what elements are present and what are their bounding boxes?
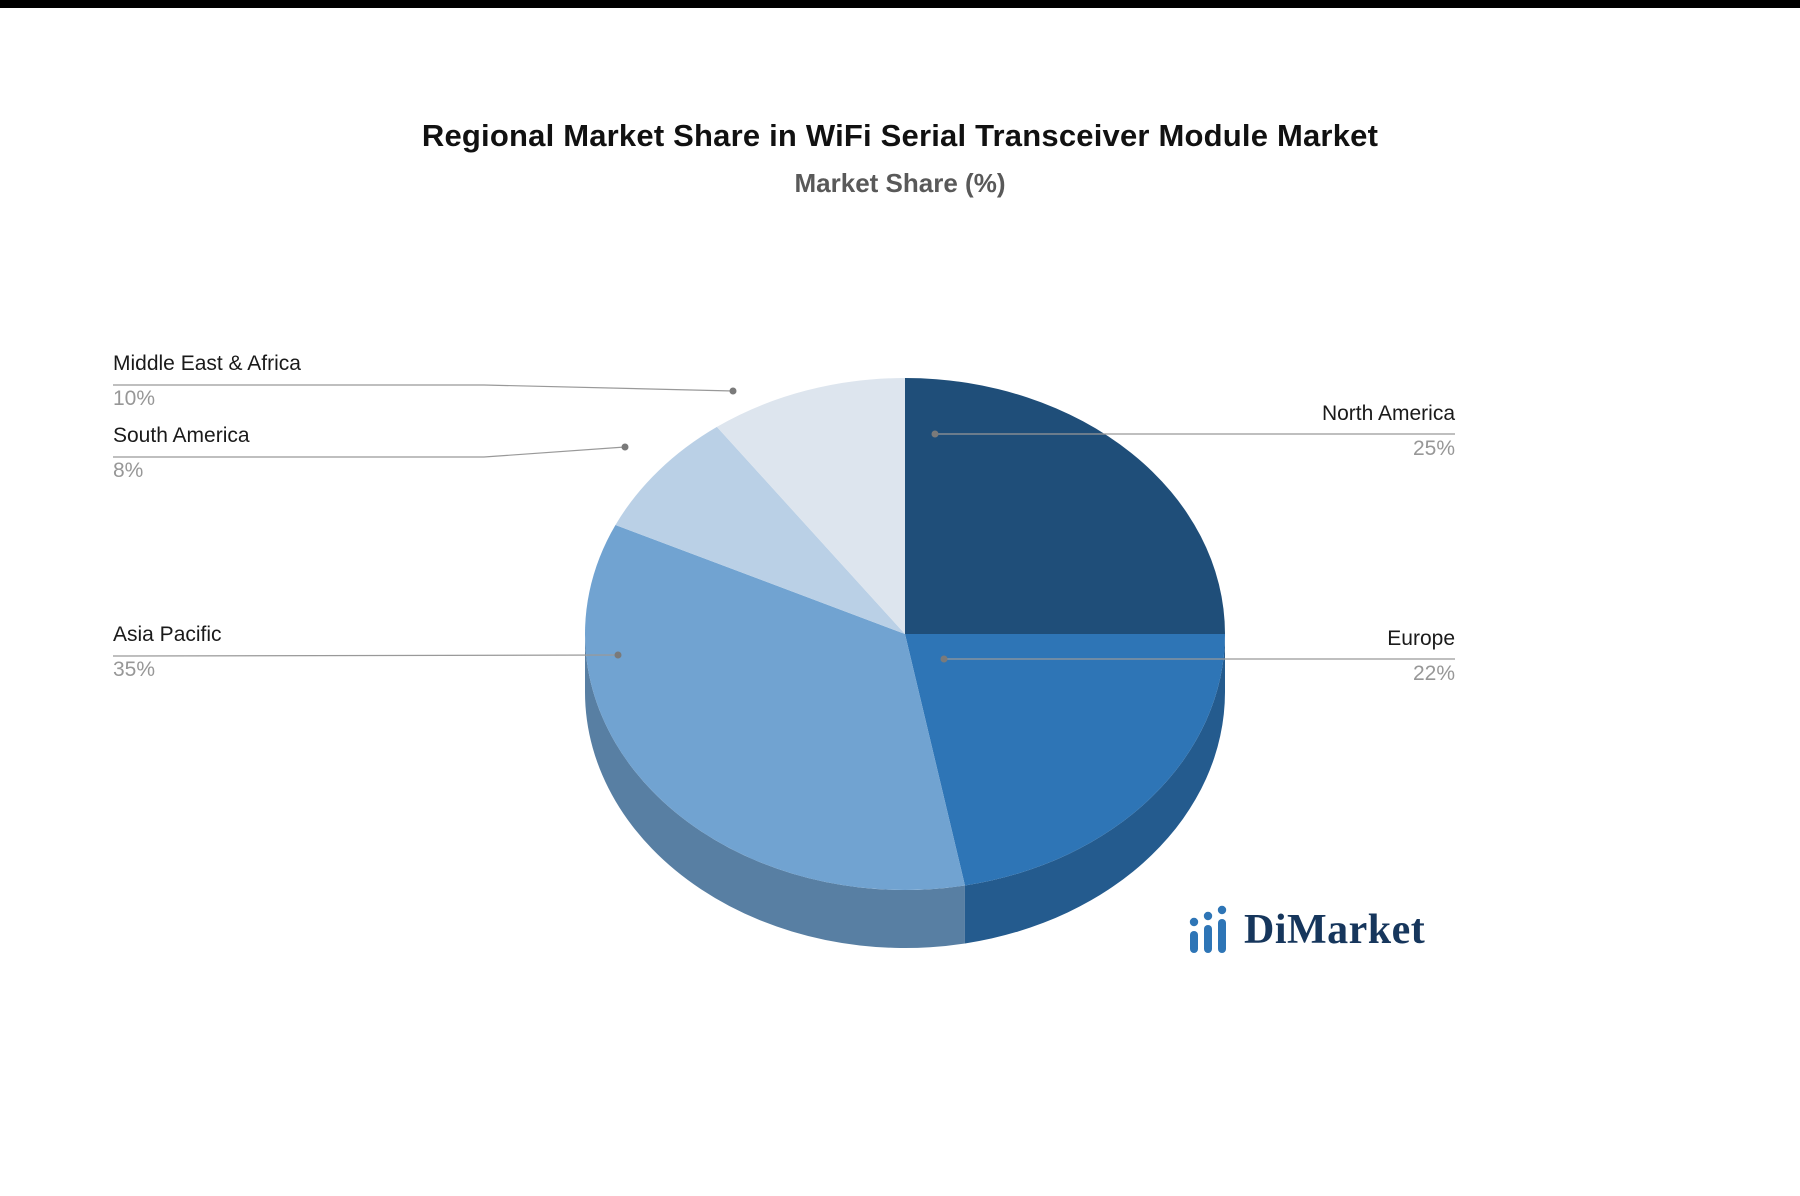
brand-logo: DiMarket	[1186, 904, 1425, 956]
chart-title: Regional Market Share in WiFi Serial Tra…	[421, 118, 1379, 153]
brand-name: DiMarket	[1244, 907, 1426, 953]
leader-dot-south-america	[621, 443, 629, 451]
chart-subtitle: Market Share (%)	[794, 168, 1006, 198]
pie-slice-north-america	[905, 378, 1225, 634]
slice-value: 25%	[1412, 437, 1455, 460]
pie-slice-side-europe	[964, 634, 1225, 944]
leader-dot-north-america	[931, 430, 939, 438]
bar-chart-icon	[1189, 905, 1227, 953]
leader-line-south-america	[113, 446, 626, 458]
pie-slice-side-asia-pacific	[585, 634, 965, 948]
slice-label: Europe	[1387, 627, 1455, 650]
slice-value: 10%	[113, 387, 156, 410]
callout-south-america: South America 8%	[113, 424, 250, 483]
slice-value: 22%	[1412, 662, 1455, 685]
pie-slice-middle-east-africa	[716, 378, 905, 634]
pie-slice-asia-pacific	[585, 525, 965, 890]
leader-dot-asia-pacific	[614, 651, 622, 659]
slice-label: Middle East & Africa	[113, 352, 301, 375]
slice-label: South America	[113, 424, 250, 447]
callout-asia-pacific: Asia Pacific 35%	[113, 623, 222, 682]
slice-value: 35%	[113, 658, 156, 681]
leader-line-asia-pacific	[112, 654, 619, 657]
slice-value: 8%	[113, 459, 144, 482]
pie-slice-europe	[905, 634, 1225, 886]
leader-dot-europe	[940, 655, 948, 663]
window-top-edge	[0, 0, 1800, 8]
slice-label: Asia Pacific	[113, 623, 222, 646]
pie-slice-south-america	[615, 426, 905, 634]
leader-line-middle-east-africa	[113, 384, 734, 392]
slice-label: North America	[1321, 402, 1455, 425]
callout-north-america: North America 25%	[1322, 402, 1455, 461]
leader-dot-middle-east-africa	[729, 387, 737, 395]
callout-middle-east-africa: Middle East & Africa 10%	[113, 352, 301, 411]
callout-europe: Europe 22%	[1387, 627, 1455, 686]
